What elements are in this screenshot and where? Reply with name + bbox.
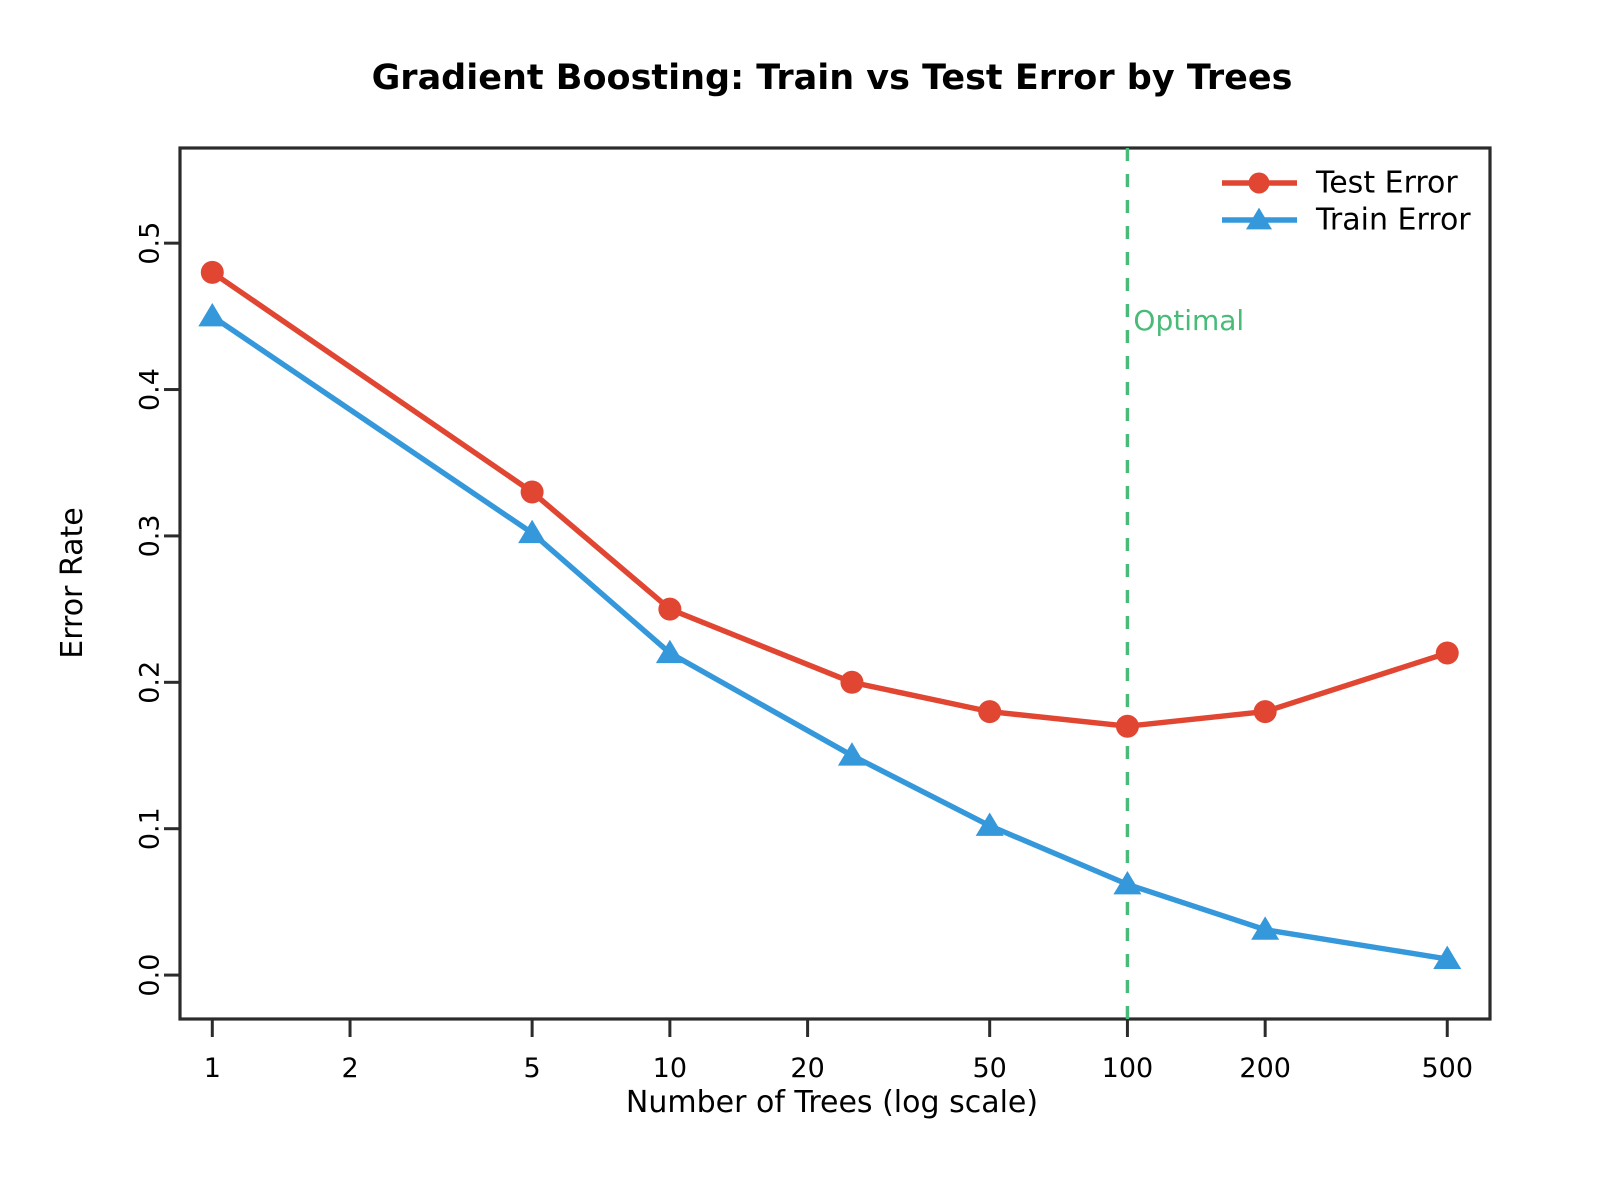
optimal-label: Optimal [1133,304,1244,337]
chart-title: Gradient Boosting: Train vs Test Error b… [372,58,1293,98]
series-line [209,313,1450,962]
x-tick-label: 5 [524,1053,541,1084]
x-tick: 100 [1102,1019,1154,1084]
y-tick: 0.5 [135,222,180,265]
x-tick: 1 [204,1019,221,1084]
legend-marker-triangle [1246,207,1272,230]
x-tick-label: 500 [1421,1053,1473,1084]
optimal-annotation: Optimal [1125,148,1244,1019]
x-tick: 2 [341,1019,359,1084]
x-tick: 5 [524,1019,541,1084]
x-axis-label: Number of Trees (log scale) [626,1085,1038,1120]
data-point-marker [200,260,224,284]
x-axis-ticks: 1 2 5 10 20 50 100 200 500 [204,1019,1473,1084]
chart-annotations: Optimal [1125,148,1244,1019]
y-tick-label: 0.4 [135,368,166,411]
x-tick: 10 [653,1019,687,1084]
data-point-marker [840,670,864,694]
y-tick: 0.0 [135,954,180,997]
data-point-marker [520,480,544,504]
y-tick-label: 0.5 [135,222,166,265]
x-tick-label: 2 [341,1053,358,1084]
series-line [209,269,1450,729]
data-point-marker [658,597,682,621]
plot-frame [178,146,1492,1021]
legend-entry[interactable]: Test Error [1222,166,1458,201]
data-point-marker [975,812,1004,836]
data-point-marker [978,700,1002,724]
y-tick: 0.2 [135,661,180,704]
x-tick-label: 200 [1239,1053,1291,1084]
data-point-marker [1253,700,1277,724]
y-tick: 0.1 [135,807,180,850]
data-point-marker [1435,641,1459,665]
x-tick: 200 [1239,1019,1291,1084]
series-test-error [200,260,1459,738]
y-tick: 0.3 [135,514,180,557]
x-tick: 50 [973,1019,1007,1084]
y-axis-ticks: 0.0 0.1 0.2 0.3 0.4 0.5 [135,222,180,997]
y-tick-label: 0.1 [135,807,166,850]
legend-label: Train Error [1315,203,1471,238]
x-tick-label: 100 [1102,1053,1154,1084]
legend-label: Test Error [1315,166,1458,201]
y-tick-label: 0.3 [135,514,166,557]
data-point-marker [837,742,866,766]
y-tick-label: 0.2 [135,661,166,704]
data-point-marker [1113,871,1142,895]
series-train-error [198,303,1462,970]
data-point-marker [198,303,227,327]
data-point-marker [1433,945,1462,970]
data-point-marker [1115,714,1139,738]
x-tick-label: 1 [204,1053,221,1084]
data-point-marker [518,519,547,544]
y-axis-label: Error Rate [55,507,90,658]
y-tick-label: 0.0 [135,954,166,997]
data-series-layer [198,260,1462,970]
x-tick: 500 [1421,1019,1473,1084]
y-tick: 0.4 [135,368,180,411]
x-tick: 20 [790,1019,825,1084]
legend-entry[interactable]: Train Error [1222,203,1471,238]
data-point-marker [655,639,684,664]
x-tick-label: 20 [790,1053,824,1084]
data-point-marker [1251,916,1280,940]
legend-marker-circle [1248,172,1270,194]
x-tick-label: 50 [973,1053,1007,1084]
x-tick-label: 10 [653,1053,687,1084]
